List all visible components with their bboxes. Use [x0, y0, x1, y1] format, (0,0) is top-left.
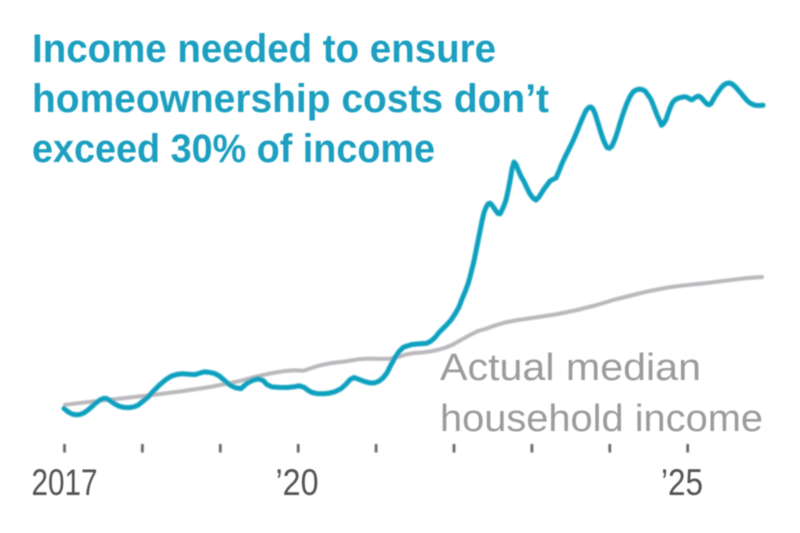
svg-text:Actual median: Actual median [440, 346, 701, 389]
svg-text:homeownership costs don’t: homeownership costs don’t [32, 77, 549, 121]
svg-text:’25: ’25 [661, 461, 703, 503]
svg-text:household income: household income [440, 397, 763, 440]
svg-text:Income needed to ensure: Income needed to ensure [32, 27, 496, 71]
svg-text:’20: ’20 [276, 461, 319, 503]
svg-text:2017: 2017 [32, 461, 98, 503]
svg-text:exceed 30% of income: exceed 30% of income [32, 127, 435, 171]
